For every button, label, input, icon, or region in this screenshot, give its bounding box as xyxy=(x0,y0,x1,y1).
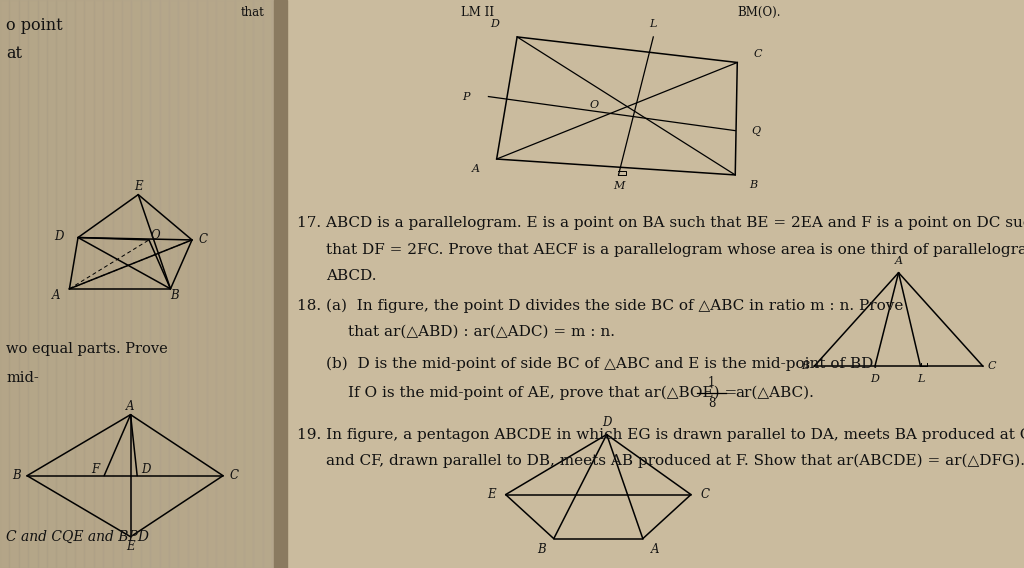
Text: B: B xyxy=(170,290,179,303)
Polygon shape xyxy=(75,0,84,568)
Text: P: P xyxy=(462,91,470,102)
Text: o point: o point xyxy=(6,17,62,34)
Text: A: A xyxy=(126,400,135,412)
Text: LM II: LM II xyxy=(461,6,494,19)
Text: A: A xyxy=(472,164,480,174)
Polygon shape xyxy=(187,0,197,568)
Polygon shape xyxy=(0,0,282,568)
Text: C: C xyxy=(199,233,207,247)
Polygon shape xyxy=(122,0,131,568)
Polygon shape xyxy=(244,0,254,568)
Polygon shape xyxy=(234,0,244,568)
Text: Q: Q xyxy=(752,126,760,136)
Text: B: B xyxy=(802,361,810,371)
Polygon shape xyxy=(141,0,151,568)
Text: F: F xyxy=(91,463,99,476)
Polygon shape xyxy=(263,0,272,568)
Text: 1: 1 xyxy=(708,377,716,389)
Text: O: O xyxy=(151,229,160,241)
Text: E: E xyxy=(486,488,496,501)
Text: ar(△ABC).: ar(△ABC). xyxy=(735,386,814,400)
Text: wo equal parts. Prove: wo equal parts. Prove xyxy=(6,343,168,356)
Text: C: C xyxy=(987,361,995,371)
Polygon shape xyxy=(274,0,287,568)
Text: at: at xyxy=(6,45,23,62)
Text: C: C xyxy=(754,49,762,59)
Polygon shape xyxy=(66,0,75,568)
Text: that DF = 2FC. Prove that AECF is a parallelogram whose area is one third of par: that DF = 2FC. Prove that AECF is a para… xyxy=(326,243,1024,257)
Text: 19. In figure, a pentagon ABCDE in which EG is drawn parallel to DA, meets BA pr: 19. In figure, a pentagon ABCDE in which… xyxy=(297,428,1024,441)
Polygon shape xyxy=(151,0,160,568)
Polygon shape xyxy=(113,0,122,568)
Text: C: C xyxy=(700,488,710,501)
Polygon shape xyxy=(216,0,225,568)
Polygon shape xyxy=(178,0,187,568)
Polygon shape xyxy=(207,0,216,568)
Text: E: E xyxy=(134,179,142,193)
Text: A: A xyxy=(650,543,659,556)
Text: D: D xyxy=(870,374,880,383)
Text: L: L xyxy=(649,19,657,30)
Polygon shape xyxy=(160,0,169,568)
Polygon shape xyxy=(272,0,282,568)
Text: (b)  D is the mid-point of side BC of △ABC and E is the mid-point of BD.: (b) D is the mid-point of side BC of △AB… xyxy=(326,356,878,371)
Text: O: O xyxy=(590,99,598,110)
Text: L: L xyxy=(916,374,925,383)
Text: If O is the mid-point of AE, prove that ar(△BOE) =: If O is the mid-point of AE, prove that … xyxy=(348,386,737,400)
Polygon shape xyxy=(38,0,47,568)
Text: that ar(△ABD) : ar(△ADC) = m : n.: that ar(△ABD) : ar(△ADC) = m : n. xyxy=(348,325,615,339)
Polygon shape xyxy=(254,0,263,568)
Polygon shape xyxy=(56,0,66,568)
Text: 8: 8 xyxy=(708,397,716,410)
Text: M: M xyxy=(612,181,625,191)
Polygon shape xyxy=(94,0,103,568)
Polygon shape xyxy=(169,0,178,568)
Polygon shape xyxy=(84,0,94,568)
Text: C: C xyxy=(229,469,239,482)
Polygon shape xyxy=(225,0,234,568)
Text: B: B xyxy=(538,543,546,556)
Polygon shape xyxy=(29,0,38,568)
Text: D: D xyxy=(54,230,63,243)
Text: C and CQE and BPD: C and CQE and BPD xyxy=(6,530,150,544)
Text: mid-: mid- xyxy=(6,371,39,385)
Polygon shape xyxy=(47,0,56,568)
Text: D: D xyxy=(141,463,151,476)
Text: that: that xyxy=(241,6,264,19)
Polygon shape xyxy=(9,0,18,568)
Polygon shape xyxy=(131,0,141,568)
Text: A: A xyxy=(895,256,902,266)
Polygon shape xyxy=(103,0,113,568)
Text: and CF, drawn parallel to DB, meets AB produced at F. Show that ar(ABCDE) = ar(△: and CF, drawn parallel to DB, meets AB p… xyxy=(326,454,1024,469)
Text: E: E xyxy=(126,540,135,553)
Text: D: D xyxy=(602,416,611,429)
Text: B: B xyxy=(750,180,758,190)
Text: BM(O).: BM(O). xyxy=(737,6,780,19)
Text: ABCD.: ABCD. xyxy=(326,269,376,283)
Polygon shape xyxy=(197,0,207,568)
Text: 18. (a)  In figure, the point D divides the side BC of △ABC in ratio m : n. Prov: 18. (a) In figure, the point D divides t… xyxy=(297,298,903,313)
Text: D: D xyxy=(490,19,499,30)
Text: A: A xyxy=(52,290,60,303)
Polygon shape xyxy=(0,0,9,568)
Text: B: B xyxy=(11,469,20,482)
Polygon shape xyxy=(18,0,29,568)
Text: 17. ABCD is a parallelogram. E is a point on BA such that BE = 2EA and F is a po: 17. ABCD is a parallelogram. E is a poin… xyxy=(297,216,1024,229)
